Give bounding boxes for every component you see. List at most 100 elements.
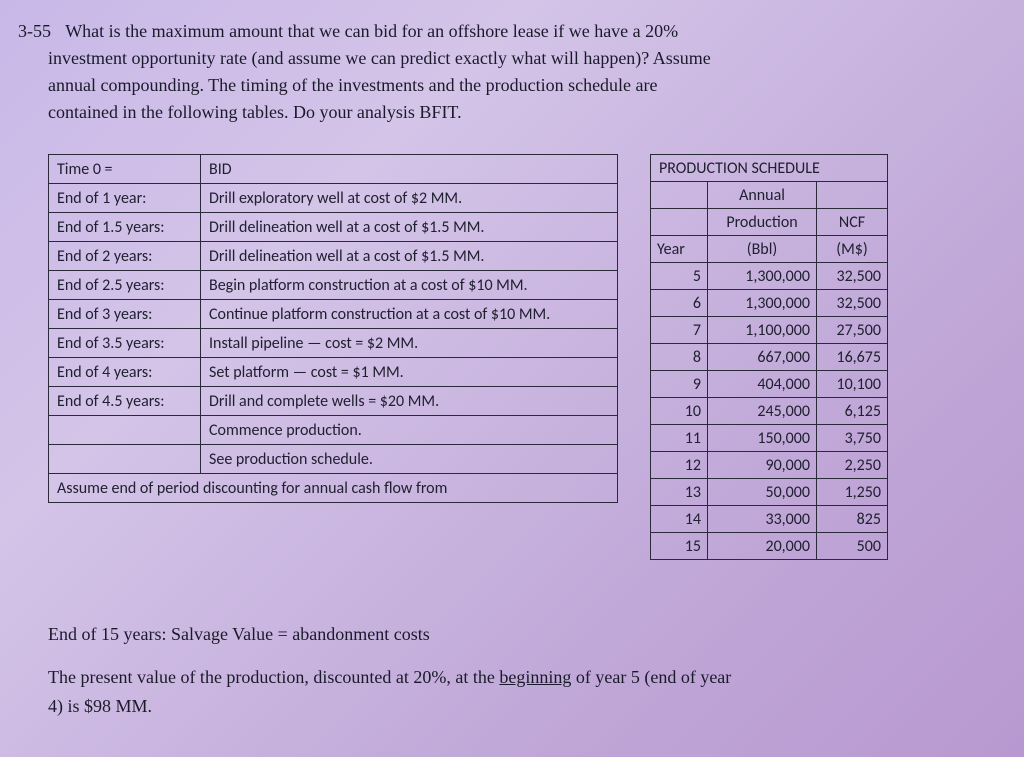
investment-desc: Drill and complete wells = $20 MM. (201, 387, 618, 416)
investment-desc: Install pipeline — cost = $2 MM. (201, 329, 618, 358)
investment-desc: Drill delineation well at a cost of $1.5… (201, 242, 618, 271)
prod-year-cell: 12 (651, 452, 708, 479)
table-row: End of 4.5 years:Drill and complete well… (49, 387, 618, 416)
investment-desc: BID (201, 155, 618, 184)
investment-time: End of 1.5 years: (49, 213, 201, 242)
prod-bbl-cell: 150,000 (708, 425, 817, 452)
prod-ncf-cell: 32,500 (817, 263, 888, 290)
investment-desc: Drill delineation well at a cost of $1.5… (201, 213, 618, 242)
investment-desc: See production schedule. (201, 445, 618, 474)
prod-blank2 (817, 182, 888, 209)
investment-time: End of 4 years: (49, 358, 201, 387)
investment-time: End of 2.5 years: (49, 271, 201, 300)
investment-desc: Begin platform construction at a cost of… (201, 271, 618, 300)
table-row: End of 2 years:Drill delineation well at… (49, 242, 618, 271)
investment-table: Time 0 =BIDEnd of 1 year:Drill explorato… (48, 154, 618, 503)
prod-bbl-cell: 245,000 (708, 398, 817, 425)
problem-line4: contained in the following tables. Do yo… (48, 102, 462, 122)
table-row: End of 1 year:Drill exploratory well at … (49, 184, 618, 213)
table-row: End of 3.5 years:Install pipeline — cost… (49, 329, 618, 358)
table-row: 10245,0006,125 (651, 398, 888, 425)
table-row: 1433,000825 (651, 506, 888, 533)
prod-ncf-cell: 500 (817, 533, 888, 560)
prod-title: PRODUCTION SCHEDULE (651, 155, 888, 182)
prod-header-row3: Year (Bbl) (M$) (651, 236, 888, 263)
prod-bbl-cell: 20,000 (708, 533, 817, 560)
table-row: See production schedule. (49, 445, 618, 474)
prod-blank (651, 182, 708, 209)
prod-year-cell: 7 (651, 317, 708, 344)
table-row: End of 3 years:Continue platform constru… (49, 300, 618, 329)
prod-ncf-cell: 27,500 (817, 317, 888, 344)
investment-time: End of 3 years: (49, 300, 201, 329)
prod-ncf-cell: 10,100 (817, 371, 888, 398)
investment-time: End of 3.5 years: (49, 329, 201, 358)
prod-ncf-cell: 32,500 (817, 290, 888, 317)
spacer (48, 649, 996, 663)
prod-header-row1: Annual (651, 182, 888, 209)
problem-statement: 3-55 What is the maximum amount that we … (48, 18, 996, 126)
prod-year-cell: 5 (651, 263, 708, 290)
prod-ncf-cell: 825 (817, 506, 888, 533)
investment-time (49, 445, 201, 474)
prod-year-cell: 11 (651, 425, 708, 452)
table-row: Time 0 =BID (49, 155, 618, 184)
prod-bbl-cell: 1,100,000 (708, 317, 817, 344)
prod-header-row2: Production NCF (651, 209, 888, 236)
prod-bbl-cell: 404,000 (708, 371, 817, 398)
investment-desc: Commence production. (201, 416, 618, 445)
table-row: 1290,0002,250 (651, 452, 888, 479)
table-row: End of 2.5 years:Begin platform construc… (49, 271, 618, 300)
prod-ms: (M$) (817, 236, 888, 263)
investment-time (49, 416, 201, 445)
prod-ncf-cell: 2,250 (817, 452, 888, 479)
table-row: 1350,0001,250 (651, 479, 888, 506)
prod-year-cell: 10 (651, 398, 708, 425)
bottom-line3: 4) is $98 MM. (48, 692, 996, 721)
bottom-line2: The present value of the production, dis… (48, 663, 996, 692)
prod-year-cell: 9 (651, 371, 708, 398)
investment-footer: Assume end of period discounting for ann… (49, 474, 618, 503)
table-row: 1520,000500 (651, 533, 888, 560)
table-row: 51,300,00032,500 (651, 263, 888, 290)
prod-bbl-cell: 1,300,000 (708, 263, 817, 290)
investment-desc: Continue platform construction at a cost… (201, 300, 618, 329)
investment-desc: Drill exploratory well at cost of $2 MM. (201, 184, 618, 213)
table-row: Commence production. (49, 416, 618, 445)
prod-bbl: (Bbl) (708, 236, 817, 263)
investment-time: Time 0 = (49, 155, 201, 184)
tables-row: Time 0 =BIDEnd of 1 year:Drill explorato… (48, 154, 996, 560)
bottom-text: End of 15 years: Salvage Value = abandon… (48, 620, 996, 720)
prod-ncf-cell: 1,250 (817, 479, 888, 506)
prod-year-cell: 15 (651, 533, 708, 560)
table-row: 71,100,00027,500 (651, 317, 888, 344)
problem-line1: What is the maximum amount that we can b… (65, 21, 678, 41)
prod-title-row: PRODUCTION SCHEDULE (651, 155, 888, 182)
page: 3-55 What is the maximum amount that we … (0, 0, 1024, 740)
prod-annual: Annual (708, 182, 817, 209)
investment-time: End of 4.5 years: (49, 387, 201, 416)
bottom-line2a: The present value of the production, dis… (48, 667, 499, 687)
prod-ncf-cell: 16,675 (817, 344, 888, 371)
table-row: End of 1.5 years:Drill delineation well … (49, 213, 618, 242)
prod-ncf-cell: 6,125 (817, 398, 888, 425)
prod-year-cell: 6 (651, 290, 708, 317)
prod-year-cell: 13 (651, 479, 708, 506)
prod-bbl-cell: 1,300,000 (708, 290, 817, 317)
production-table-body: 51,300,00032,50061,300,00032,50071,100,0… (651, 263, 888, 560)
prod-blank3 (651, 209, 708, 236)
prod-year-cell: 14 (651, 506, 708, 533)
investment-footer-row: Assume end of period discounting for ann… (49, 474, 618, 503)
prod-ncf: NCF (817, 209, 888, 236)
bottom-line2b: of year 5 (end of year (571, 667, 731, 687)
prod-bbl-cell: 50,000 (708, 479, 817, 506)
prod-year-cell: 8 (651, 344, 708, 371)
table-row: 8667,00016,675 (651, 344, 888, 371)
table-row: 61,300,00032,500 (651, 290, 888, 317)
problem-line2: investment opportunity rate (and assume … (48, 48, 711, 68)
prod-production: Production (708, 209, 817, 236)
investment-time: End of 2 years: (49, 242, 201, 271)
table-row: End of 4 years:Set platform — cost = $1 … (49, 358, 618, 387)
investment-desc: Set platform — cost = $1 MM. (201, 358, 618, 387)
bottom-line1: End of 15 years: Salvage Value = abandon… (48, 620, 996, 649)
